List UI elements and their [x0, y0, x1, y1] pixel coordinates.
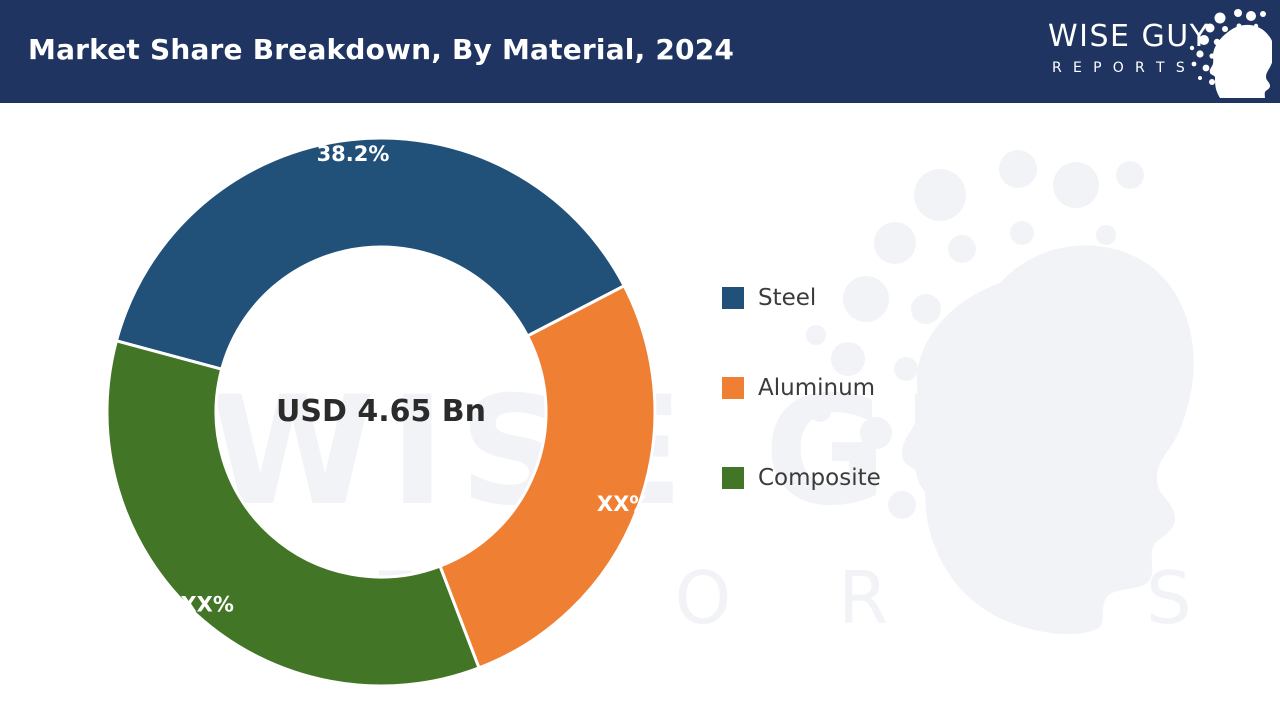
wiseguy-logo: WISE GUY R E P O R T S [1048, 9, 1272, 98]
legend-item-aluminum[interactable]: Aluminum [722, 343, 1022, 433]
slice-label-composite: XX% [180, 593, 233, 617]
legend-label-aluminum: Aluminum [758, 375, 876, 401]
slice-label-aluminum: XX% [597, 492, 650, 516]
donut-center-label: USD 4.65 Bn [276, 394, 486, 429]
logo-wordmark: WISE GUY [1048, 19, 1210, 54]
slice-label-steel: 38.2% [317, 142, 390, 166]
legend-swatch-steel [722, 287, 744, 309]
logo-subwordmark: R E P O R T S [1052, 60, 1188, 76]
legend-swatch-aluminum [722, 377, 744, 399]
chart-legend: Steel Aluminum Composite [722, 253, 1022, 523]
legend-item-composite[interactable]: Composite [722, 433, 1022, 523]
legend-label-composite: Composite [758, 465, 881, 491]
page-title: Market Share Breakdown, By Material, 202… [28, 33, 735, 66]
legend-item-steel[interactable]: Steel [722, 253, 1022, 343]
pie-slice-steel[interactable] [114, 136, 627, 372]
legend-swatch-composite [722, 467, 744, 489]
header-bar: Market Share Breakdown, By Material, 202… [0, 0, 1280, 103]
pie-slice-aluminum[interactable] [438, 283, 657, 670]
donut-chart: 38.2% XX% XX% USD 4.65 Bn [105, 136, 657, 688]
wiseguy-head-icon [1189, 9, 1272, 98]
pie-slice-composite[interactable] [105, 338, 481, 688]
legend-label-steel: Steel [758, 285, 817, 311]
chart-body: WISE GUY R E P O R T S [0, 103, 1280, 720]
